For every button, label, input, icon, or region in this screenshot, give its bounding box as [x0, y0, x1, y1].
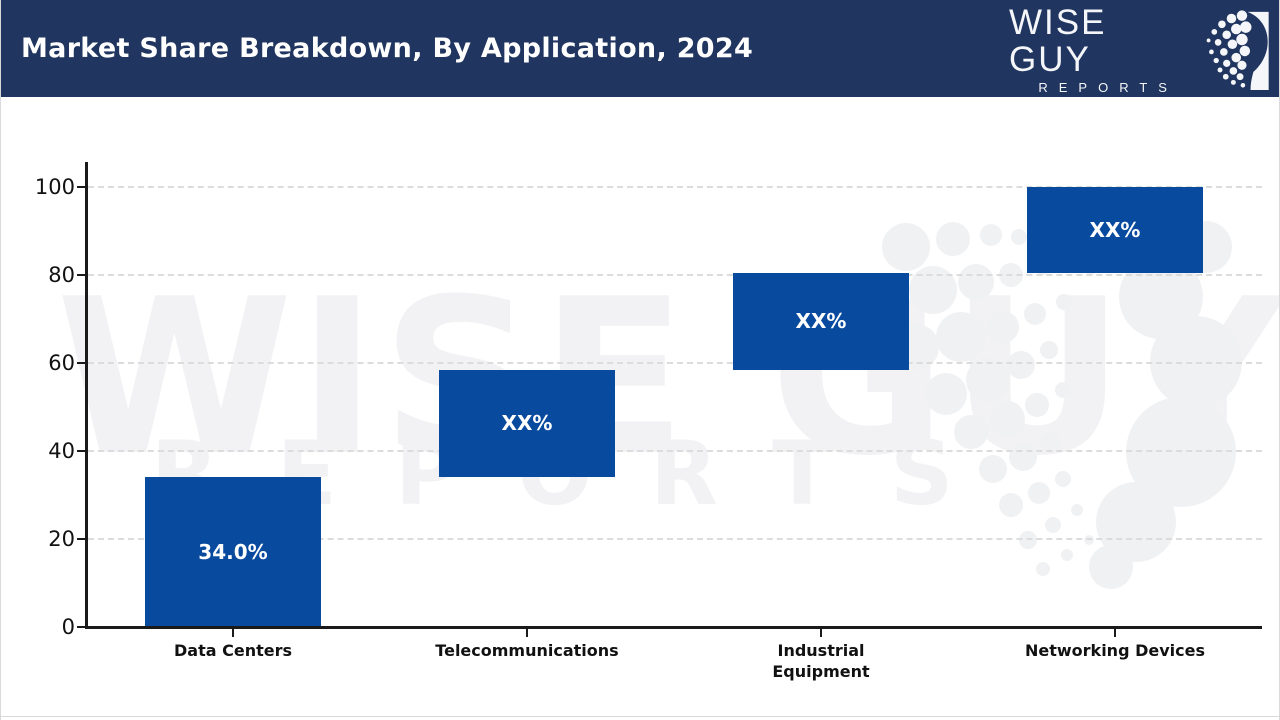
wise-guy-logo: WISE GUY REPORTS: [1009, 4, 1269, 95]
x-category-label-0: Data Centers: [174, 641, 292, 660]
bar-value-label: XX%: [1089, 217, 1141, 242]
y-tick-label-20: 20: [48, 527, 75, 551]
bar-value-label: XX%: [795, 309, 847, 334]
bar-data-centers: 34.0%: [145, 477, 321, 627]
y-tick-label-80: 80: [48, 263, 75, 287]
y-tick-label-0: 0: [61, 615, 75, 639]
x-category-label-1: Telecommunications: [435, 641, 619, 660]
gridline-y100: [88, 186, 1262, 188]
y-tick-label-40: 40: [48, 439, 75, 463]
watermark-wise-guy: WISE GUY: [56, 252, 1280, 503]
y-tick-60: [77, 362, 85, 364]
x-category-label-3: Networking Devices: [1025, 641, 1205, 660]
bar-networking-devices: XX%: [1027, 187, 1203, 273]
page-title: Market Share Breakdown, By Application, …: [21, 33, 754, 64]
x-axis: [85, 626, 1262, 629]
gridline-y60: [88, 362, 1262, 364]
y-axis: [85, 162, 88, 629]
y-tick-80: [77, 274, 85, 276]
gridline-y20: [88, 538, 1262, 540]
y-tick-40: [77, 450, 85, 452]
bar-industrial-equipment: XX%: [733, 272, 909, 370]
header-bar: Market Share Breakdown, By Application, …: [1, 0, 1279, 97]
gridline-y40: [88, 450, 1262, 452]
bottom-border: [1, 716, 1279, 717]
y-tick-20: [77, 538, 85, 540]
logo-head-icon: [1207, 10, 1269, 91]
x-tick-1: [526, 629, 528, 637]
y-tick-label-60: 60: [48, 351, 75, 375]
bar-value-label: XX%: [501, 411, 553, 436]
x-tick-0: [232, 629, 234, 637]
logo-subtext: REPORTS: [1038, 80, 1178, 96]
x-category-label-2: Industrial Equipment: [772, 641, 870, 681]
x-tick-3: [1114, 629, 1116, 637]
gridline-y80: [88, 274, 1262, 276]
y-tick-label-100: 100: [34, 175, 75, 199]
x-tick-2: [820, 629, 822, 637]
y-tick-0: [77, 626, 85, 628]
logo-wordmark: WISE GUY: [1009, 2, 1107, 79]
y-tick-100: [77, 186, 85, 188]
bar-value-label: 34.0%: [198, 540, 268, 565]
bar-telecommunications: XX%: [439, 369, 615, 478]
logo-text: WISE GUY REPORTS: [1009, 2, 1196, 96]
